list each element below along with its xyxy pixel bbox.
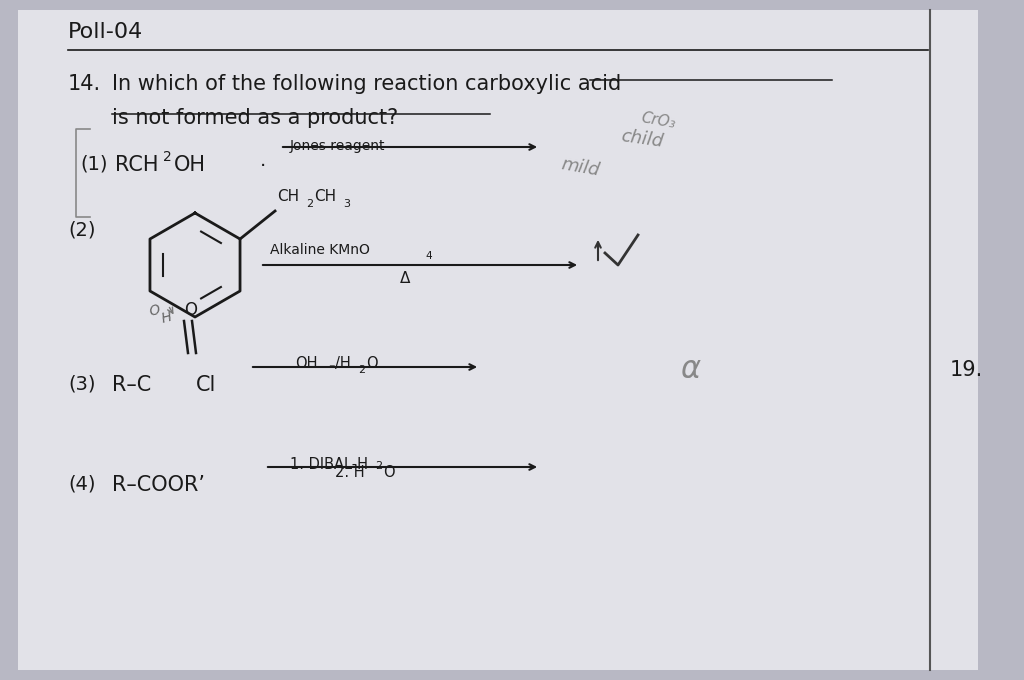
Text: ·: · [260,157,266,176]
Text: CH: CH [278,189,299,204]
Text: RCH: RCH [115,155,159,175]
Text: 2: 2 [163,150,172,164]
Text: (4): (4) [68,475,95,494]
Text: O: O [383,465,394,480]
Text: 4: 4 [425,251,432,261]
Text: child: child [620,127,665,151]
Text: (3): (3) [68,375,95,394]
Text: ⁻: ⁻ [328,362,335,375]
Text: 2. H: 2. H [335,465,365,480]
Text: Alkaline KMnO: Alkaline KMnO [270,243,370,257]
Text: OH: OH [174,155,206,175]
Text: (2): (2) [68,220,95,239]
Text: 2: 2 [375,461,382,471]
Text: CrO₃: CrO₃ [640,110,677,131]
Text: is not formed as a product?: is not formed as a product? [112,108,398,128]
Text: O: O [148,303,162,320]
Text: 19.: 19. [950,360,983,380]
Text: 3: 3 [343,199,350,209]
Text: O: O [184,301,197,319]
Text: Δ: Δ [400,271,411,286]
Text: CH: CH [314,189,336,204]
Text: 2: 2 [358,365,366,375]
Text: (1): (1) [80,155,108,174]
FancyBboxPatch shape [18,10,978,670]
Text: α: α [680,355,700,384]
Text: R–C: R–C [112,375,152,395]
Text: 2: 2 [306,199,313,209]
Text: 1. DIBAL-H: 1. DIBAL-H [290,457,368,472]
Text: Jones reagent: Jones reagent [290,139,385,153]
Text: O: O [366,356,378,371]
Text: Cl: Cl [196,375,216,395]
Text: OH: OH [295,356,317,371]
Text: Poll-04: Poll-04 [68,22,143,42]
Text: 14.: 14. [68,74,101,94]
Text: In which of the following reaction carboxylic acid: In which of the following reaction carbo… [112,74,622,94]
Text: /H: /H [335,356,351,371]
Text: mild: mild [560,155,601,180]
Text: R–COOR’: R–COOR’ [112,475,205,495]
Text: H: H [160,310,174,326]
